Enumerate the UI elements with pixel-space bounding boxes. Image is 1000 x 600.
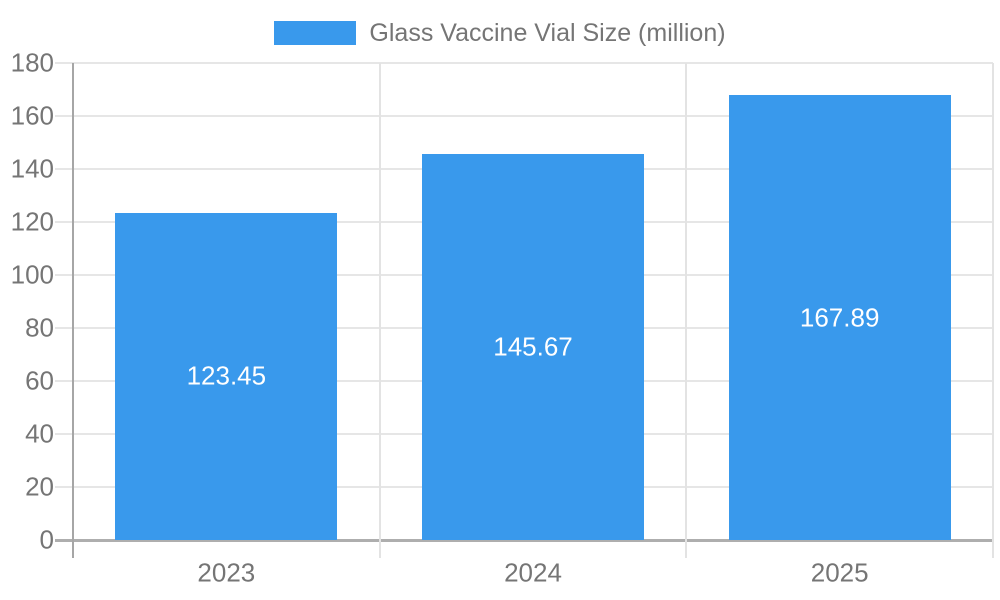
gridline-vertical: [378, 63, 381, 558]
gridline-horizontal: [55, 115, 993, 117]
bar-value-label: 123.45: [186, 360, 267, 391]
gridline-vertical: [992, 63, 994, 558]
x-axis-tick-label: 2024: [504, 557, 562, 588]
y-axis-tick-label: 40: [25, 418, 54, 449]
gridline-vertical: [685, 63, 688, 558]
bar-value-label: 145.67: [493, 331, 573, 362]
y-axis-tick-label: 80: [25, 312, 54, 343]
bar-2024[interactable]: [422, 153, 644, 540]
y-axis-tick-label: 100: [10, 259, 54, 290]
y-axis-tick-label: 20: [25, 471, 54, 502]
bar-value-label: 167.89: [799, 302, 880, 333]
x-axis-baseline: [55, 538, 993, 542]
y-axis-tick-label: 120: [10, 206, 54, 237]
y-axis-tick-label: 0: [39, 524, 54, 555]
y-axis-line: [72, 63, 74, 558]
bar-2025[interactable]: [728, 95, 951, 540]
y-axis-tick-label: 60: [25, 365, 54, 396]
y-axis-tick-label: 160: [10, 100, 54, 131]
bar-2023[interactable]: [115, 212, 338, 540]
legend[interactable]: Glass Vaccine Vial Size (million): [0, 18, 1000, 47]
y-axis-tick-label: 140: [10, 153, 54, 184]
y-axis-tick-label: 180: [10, 47, 54, 78]
legend-swatch-icon: [274, 21, 357, 45]
gridline-horizontal: [55, 62, 993, 64]
legend-label: Glass Vaccine Vial Size (million): [369, 18, 726, 47]
x-axis-tick-label: 2025: [810, 557, 869, 588]
x-axis-tick-label: 2023: [197, 557, 256, 588]
